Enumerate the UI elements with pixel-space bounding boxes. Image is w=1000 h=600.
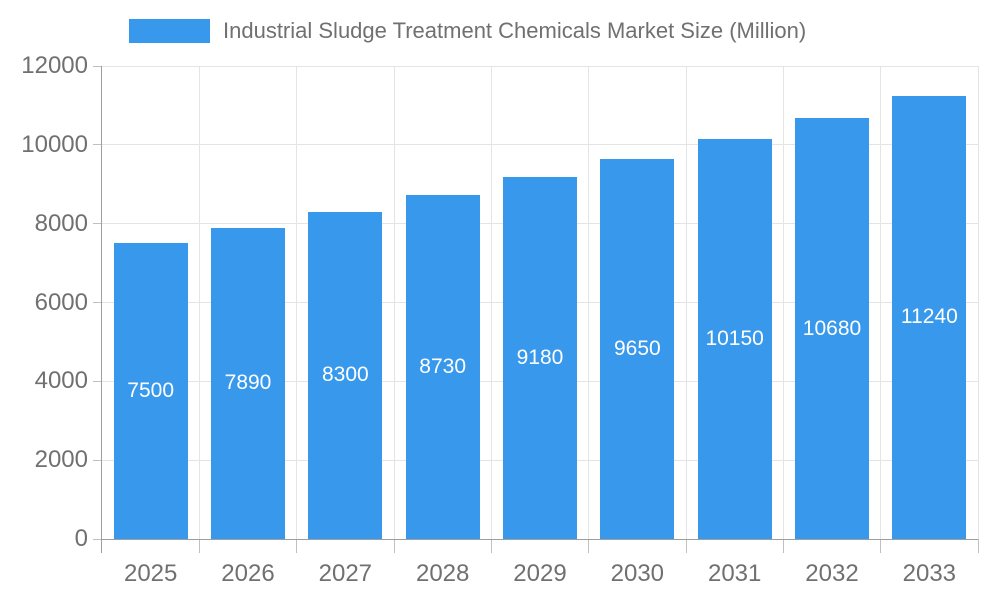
gridline-v	[490, 66, 492, 539]
y-tick-label: 2000	[34, 446, 88, 474]
gridline-v	[393, 66, 395, 539]
x-tick	[198, 539, 200, 553]
gridline-v	[296, 66, 298, 539]
bar-value-label: 9180	[516, 346, 564, 370]
bar[interactable]: 8300	[308, 211, 383, 539]
bar[interactable]: 10680	[795, 118, 869, 539]
gridline-v	[685, 66, 687, 539]
y-tick	[93, 223, 102, 225]
gridline-v	[198, 66, 200, 539]
y-axis-line	[101, 66, 102, 553]
y-tick-label: 6000	[34, 288, 88, 316]
bar[interactable]: 7500	[113, 243, 188, 539]
y-tick-label: 8000	[34, 209, 88, 237]
bar-value-label: 10680	[802, 316, 862, 340]
x-tick	[782, 539, 784, 553]
x-tick-label: 2025	[123, 560, 178, 587]
gridline-h	[102, 65, 978, 67]
x-tick-label: 2026	[221, 560, 275, 587]
x-tick-label: 2027	[318, 560, 373, 587]
bar[interactable]: 7890	[211, 228, 285, 539]
x-tick	[685, 539, 687, 553]
gridline-h	[102, 144, 978, 146]
x-tick-label: 2031	[707, 560, 762, 587]
bar-value-label: 7890	[224, 371, 272, 395]
bar[interactable]: 10150	[697, 138, 772, 539]
y-tick	[93, 538, 102, 540]
bar-value-label: 8730	[419, 354, 467, 378]
x-tick-label: 2033	[902, 560, 957, 587]
y-tick-label: 12000	[21, 52, 88, 79]
x-tick-label: 2030	[610, 560, 665, 587]
y-tick-label: 0	[74, 525, 88, 552]
y-tick	[93, 65, 102, 67]
legend-label: Industrial Sludge Treatment Chemicals Ma…	[223, 18, 807, 43]
bar-value-label: 10150	[705, 326, 764, 350]
x-tick-label: 2028	[415, 560, 470, 587]
y-tick-label: 4000	[34, 367, 88, 395]
y-tick	[93, 302, 102, 303]
y-tick	[93, 459, 102, 461]
bar[interactable]: 11240	[892, 95, 967, 539]
gridline-v	[880, 66, 882, 539]
x-tick-label: 2029	[513, 560, 567, 587]
x-tick	[296, 539, 298, 553]
legend-item[interactable]: Industrial Sludge Treatment Chemicals Ma…	[129, 19, 806, 43]
x-axis-line	[101, 538, 978, 540]
x-tick	[393, 539, 395, 553]
bar[interactable]: 8730	[405, 194, 480, 539]
gridline-v	[977, 66, 979, 539]
y-tick-label: 10000	[21, 130, 88, 158]
gridline-v	[782, 66, 784, 539]
y-tick	[93, 144, 102, 146]
bar-value-label: 9650	[613, 336, 661, 360]
gridline-v	[588, 66, 590, 539]
x-tick-label: 2032	[805, 560, 859, 587]
x-tick	[880, 539, 882, 553]
bar[interactable]: 9180	[503, 177, 577, 539]
y-tick	[93, 380, 102, 382]
bar[interactable]: 9650	[600, 158, 675, 539]
legend-swatch	[129, 19, 210, 43]
bar-value-label: 8300	[321, 363, 369, 387]
bar-value-label: 7500	[127, 379, 175, 403]
x-tick	[588, 539, 590, 553]
x-tick	[977, 539, 979, 553]
bar-value-label: 11240	[900, 305, 958, 329]
x-tick	[490, 539, 492, 553]
